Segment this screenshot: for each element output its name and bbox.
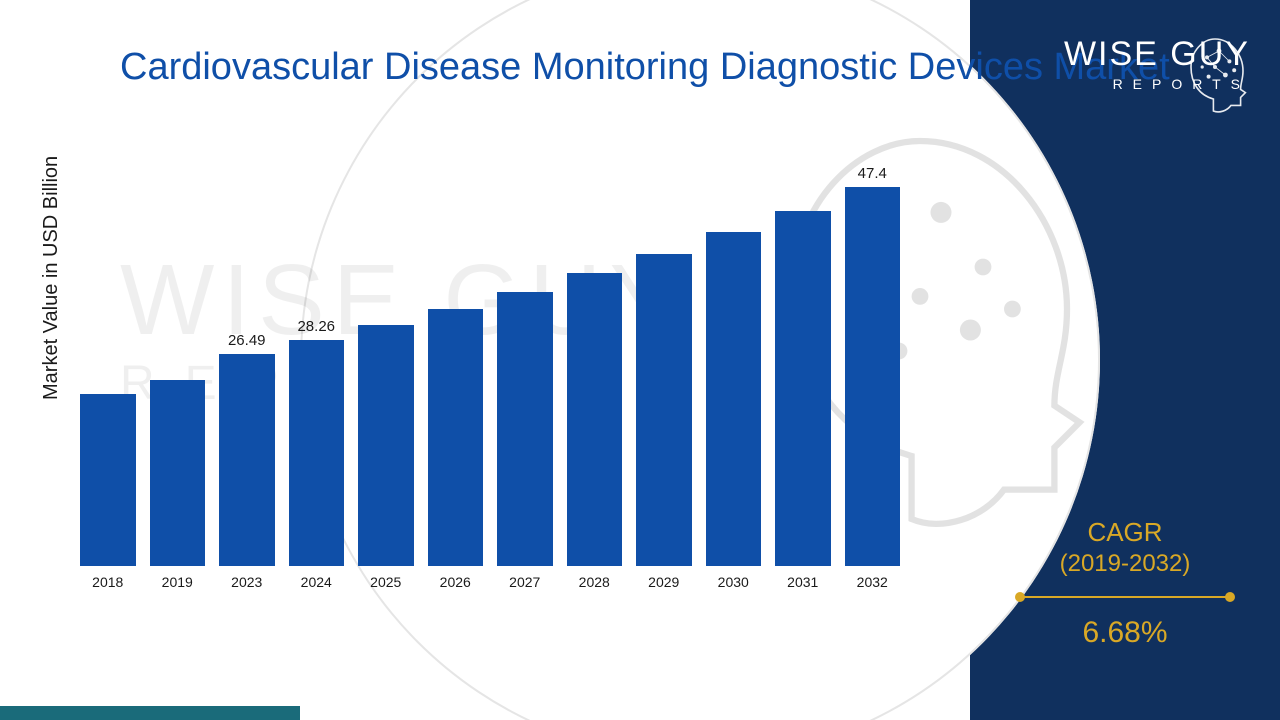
bar-value-label: 47.4 (858, 165, 887, 183)
cagr-box: CAGR (2019-2032) 6.68% (1010, 517, 1240, 650)
footer-strip (0, 706, 300, 720)
x-category-label: 2027 (509, 574, 540, 590)
bar (428, 309, 484, 566)
bar-wrap: 2031 (775, 189, 831, 590)
bar-value-label: 26.49 (228, 332, 266, 350)
x-category-label: 2023 (231, 574, 262, 590)
bar (775, 211, 831, 566)
bar (219, 354, 275, 566)
x-category-label: 2031 (787, 574, 818, 590)
x-category-label: 2030 (718, 574, 749, 590)
bar-wrap: 26.49 2023 (219, 332, 275, 590)
bar (497, 292, 553, 566)
x-category-label: 2025 (370, 574, 401, 590)
cagr-divider-icon (1020, 596, 1230, 598)
bar-wrap: 28.26 2024 (289, 318, 345, 590)
bar-wrap: 2019 (150, 358, 206, 590)
bar (289, 340, 345, 566)
bar-wrap: 2030 (706, 210, 762, 590)
x-category-label: 2032 (857, 574, 888, 590)
bar-wrap: 2025 (358, 303, 414, 590)
bar-wrap: 2028 (567, 251, 623, 590)
canvas: WISE GUY REPORTS Cardiovascular Disease … (0, 0, 1280, 720)
bar (80, 394, 136, 566)
bar-wrap: 2027 (497, 270, 553, 590)
x-category-label: 2029 (648, 574, 679, 590)
brand-logo: WISE GUY REPORTS (1064, 35, 1250, 92)
cagr-period: (2019-2032) (1010, 550, 1240, 578)
y-axis-label: Market Value in USD Billion (40, 156, 63, 400)
bar (636, 254, 692, 566)
bar (567, 273, 623, 566)
bar-wrap: 47.4 2032 (845, 165, 901, 590)
x-category-label: 2026 (440, 574, 471, 590)
bar (358, 325, 414, 566)
x-category-label: 2024 (301, 574, 332, 590)
logo-head-icon (1175, 30, 1255, 120)
bar-wrap: 2026 (428, 287, 484, 590)
bar-wrap: 2029 (636, 232, 692, 590)
bar (706, 232, 762, 566)
bar (150, 380, 206, 566)
bar-chart: 2018 2019 26.49 2023 28.26 2024 2025 2026 2027 20… (80, 160, 900, 620)
page-title: Cardiovascular Disease Monitoring Diagno… (120, 45, 1170, 91)
bar-wrap: 2018 (80, 372, 136, 590)
x-category-label: 2019 (162, 574, 193, 590)
x-category-label: 2018 (92, 574, 123, 590)
bar (845, 187, 901, 566)
cagr-label: CAGR (1010, 517, 1240, 548)
cagr-value: 6.68% (1010, 616, 1240, 650)
bars-container: 2018 2019 26.49 2023 28.26 2024 2025 2026 2027 20… (80, 160, 900, 590)
x-category-label: 2028 (579, 574, 610, 590)
bar-value-label: 28.26 (297, 318, 335, 336)
